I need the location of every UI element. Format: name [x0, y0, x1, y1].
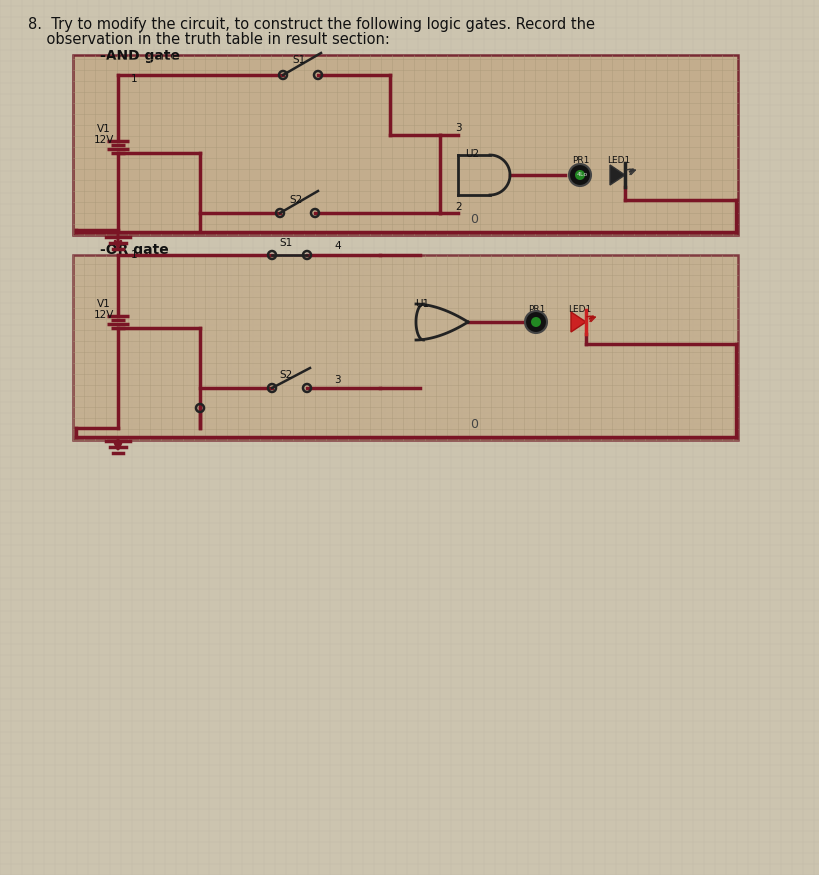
- Circle shape: [569, 164, 591, 186]
- Circle shape: [525, 311, 547, 333]
- Text: 4: 4: [334, 241, 341, 251]
- Text: 2: 2: [455, 202, 462, 212]
- Text: 3: 3: [455, 123, 462, 133]
- Text: U1: U1: [415, 299, 429, 309]
- Text: 3: 3: [334, 375, 341, 385]
- Text: 1: 1: [131, 250, 138, 260]
- Polygon shape: [571, 312, 586, 332]
- Text: 12V: 12V: [94, 135, 114, 145]
- Text: LED1: LED1: [607, 156, 631, 165]
- Polygon shape: [610, 165, 625, 185]
- Text: -AND gate: -AND gate: [100, 49, 180, 63]
- Text: 0: 0: [470, 418, 478, 431]
- Text: PR1: PR1: [528, 305, 545, 314]
- Text: U2: U2: [465, 149, 479, 159]
- Text: PR1: PR1: [572, 156, 590, 165]
- Text: V1: V1: [97, 124, 111, 134]
- Text: S1: S1: [279, 238, 292, 248]
- Text: S1: S1: [292, 55, 305, 65]
- Text: 12V: 12V: [94, 310, 114, 320]
- Text: LED1: LED1: [568, 305, 591, 314]
- Circle shape: [575, 170, 585, 180]
- Text: S2: S2: [289, 195, 303, 205]
- Text: -OR gate: -OR gate: [100, 243, 169, 257]
- Text: 1: 1: [131, 74, 138, 84]
- Text: 0: 0: [470, 213, 478, 226]
- Text: S2: S2: [279, 370, 292, 380]
- Text: V1: V1: [97, 299, 111, 309]
- Text: observation in the truth table in result section:: observation in the truth table in result…: [28, 32, 390, 47]
- Text: 8.  Try to modify the circuit, to construct the following logic gates. Record th: 8. Try to modify the circuit, to constru…: [28, 17, 595, 32]
- Text: 4Lo: 4Lo: [577, 172, 587, 177]
- FancyBboxPatch shape: [73, 55, 738, 235]
- FancyBboxPatch shape: [73, 255, 738, 440]
- Circle shape: [531, 317, 541, 327]
